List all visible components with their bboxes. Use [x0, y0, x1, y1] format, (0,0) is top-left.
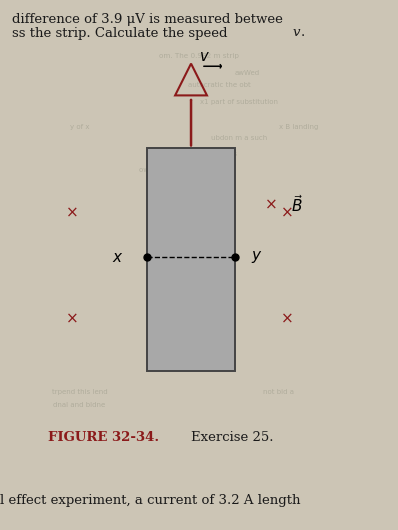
- Text: $\times$: $\times$: [264, 197, 277, 211]
- Text: y of x: y of x: [70, 124, 89, 130]
- Text: awWed: awWed: [234, 70, 259, 76]
- Text: ubdon m a such: ubdon m a such: [211, 135, 267, 141]
- Text: $\vec{B}$: $\vec{B}$: [291, 193, 303, 215]
- Text: $x$: $x$: [112, 250, 123, 264]
- Text: dnal and bldne: dnal and bldne: [53, 402, 106, 409]
- Bar: [147, 148, 235, 371]
- Text: om. The 0.982 m strip: om. The 0.982 m strip: [159, 52, 239, 59]
- Text: $\times$: $\times$: [65, 311, 78, 325]
- Text: ow displace: ow displace: [139, 166, 180, 173]
- Text: uprime: uprime: [207, 182, 231, 189]
- Text: Exercise 25.: Exercise 25.: [191, 431, 273, 444]
- Text: $\times$: $\times$: [65, 205, 78, 219]
- Text: x B landing: x B landing: [279, 124, 318, 130]
- Text: v: v: [293, 26, 300, 40]
- Text: $y$: $y$: [251, 249, 262, 265]
- Text: difference of 3.9 μV is measured betwee: difference of 3.9 μV is measured betwee: [12, 13, 283, 26]
- Text: $\mathit{v}$: $\mathit{v}$: [199, 49, 210, 64]
- Text: on corners: on corners: [200, 151, 238, 157]
- Text: autocratic the obt: autocratic the obt: [187, 82, 250, 88]
- Text: l effect experiment, a current of 3.2 A length: l effect experiment, a current of 3.2 A …: [0, 494, 300, 507]
- Text: .: .: [300, 26, 305, 40]
- Text: FIGURE 32-34.: FIGURE 32-34.: [48, 431, 159, 444]
- Text: trpend this lend: trpend this lend: [52, 389, 107, 395]
- Text: $\times$: $\times$: [280, 311, 293, 325]
- Text: ss the strip. Calculate the speed: ss the strip. Calculate the speed: [12, 26, 232, 40]
- Text: not bid a: not bid a: [263, 389, 294, 395]
- Text: x1 part of substitution: x1 part of substitution: [200, 99, 278, 105]
- Text: $\times$: $\times$: [280, 205, 293, 219]
